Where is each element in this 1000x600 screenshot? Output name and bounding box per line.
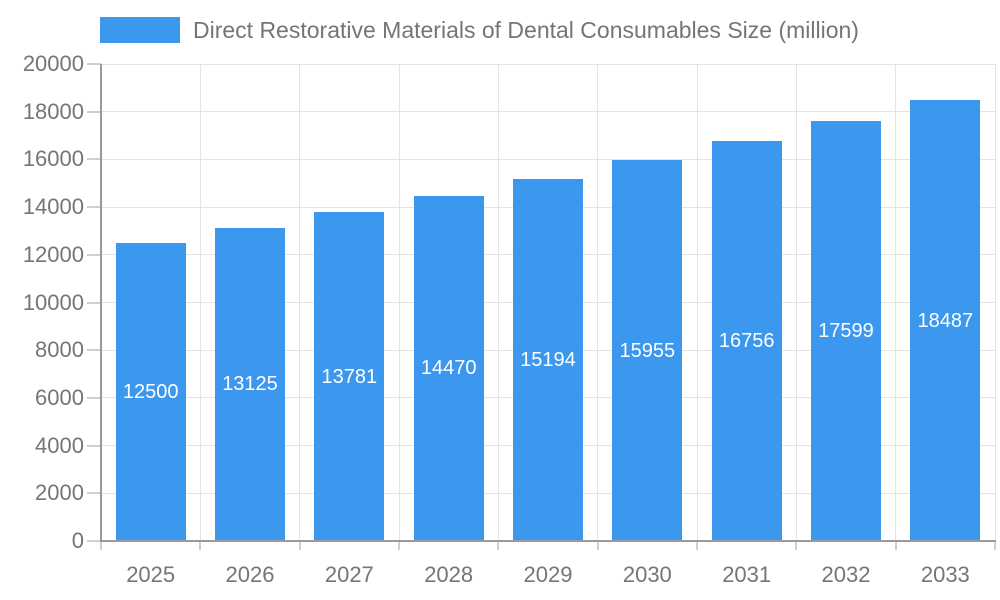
y-tick-label: 2000 [35,480,84,506]
y-axis-tick [87,540,101,542]
x-tick-label: 2029 [523,562,573,587]
y-axis-tick [87,396,101,399]
bar-2032 [811,121,881,540]
x-gridline [497,64,499,541]
bar-2026 [215,227,285,540]
bar-2025 [115,242,186,540]
bar-2027 [314,212,385,540]
x-axis-tick [298,541,301,550]
x-axis-tick [100,541,102,550]
bar-value-label: 17599 [818,320,874,343]
bar-value-label: 12500 [122,380,179,403]
x-tick-label: 2031 [722,562,772,587]
legend-label: Direct Restorative Materials of Dental C… [193,17,859,43]
y-gridline [101,158,995,160]
x-gridline [597,64,599,541]
x-tick-label: 2027 [324,562,374,587]
x-tick-label: 2025 [126,562,176,587]
x-tick-label: 2030 [622,562,672,587]
y-axis-tick [87,110,101,113]
x-gridline [994,64,996,541]
x-axis-tick [497,541,500,550]
x-axis-tick [199,541,202,550]
x-axis-tick [696,541,698,550]
x-gridline [398,64,400,541]
bar-value-label: 13125 [222,373,278,396]
legend-swatch-icon [100,17,180,43]
bar-2030 [612,160,683,540]
chart-legend[interactable]: Direct Restorative Materials of Dental C… [100,17,859,43]
y-tick-label: 4000 [35,432,84,458]
y-tick-label: 6000 [35,384,84,410]
y-axis-line [100,64,102,542]
y-tick-label: 18000 [22,98,84,124]
bar-2031 [711,141,782,540]
x-gridline [895,64,897,541]
bar-2033 [910,100,981,540]
bar-value-label: 15955 [619,339,676,362]
x-axis-tick [398,541,400,550]
y-axis-tick [87,253,101,256]
y-tick-label: 8000 [35,337,84,363]
y-tick-label: 16000 [22,146,84,172]
x-axis-tick [994,541,996,550]
x-tick-label: 2033 [920,562,970,587]
bar-2028 [413,195,484,540]
y-tick-label: 20000 [22,51,84,76]
x-gridline [795,64,797,541]
bar-value-label: 18487 [917,309,974,332]
x-tick-label: 2032 [821,562,871,587]
y-tick-label: 14000 [22,194,84,220]
y-tick-label: 0 [71,528,84,553]
x-axis-tick [795,541,798,550]
x-gridline [199,64,201,541]
x-tick-label: 2026 [225,562,275,587]
x-axis-line [100,540,996,542]
y-axis-tick [87,158,101,161]
y-axis-tick [87,206,101,209]
y-tick-label: 10000 [22,289,84,315]
x-gridline [299,64,301,541]
x-axis-tick [894,541,897,550]
bar-value-label: 15194 [520,348,576,371]
y-gridline [101,111,995,113]
y-axis-tick [87,444,101,447]
y-axis-tick [87,349,101,352]
bar-2029 [513,178,583,540]
y-gridline [101,63,995,65]
x-gridline [696,64,698,541]
y-axis-tick [87,492,101,495]
y-tick-label: 12000 [22,241,84,267]
y-axis-tick [87,301,101,304]
y-axis-tick [87,63,101,65]
bar-value-label: 14470 [420,357,477,380]
x-axis-tick [596,541,599,550]
x-tick-label: 2028 [424,562,474,587]
bar-value-label: 13781 [321,365,378,388]
bar-value-label: 16756 [718,330,775,353]
